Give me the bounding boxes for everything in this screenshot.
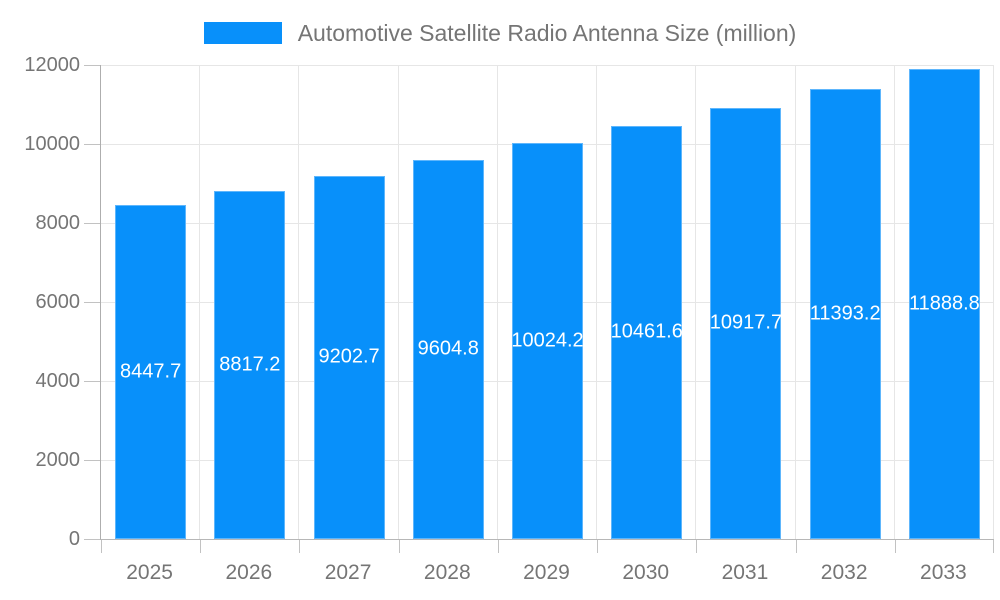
bar-value-label: 10917.7 <box>710 311 782 334</box>
y-axis-tick-label: 4000 <box>35 370 81 392</box>
x-axis-tick-label: 2030 <box>622 561 670 584</box>
x-axis-tick-label: 2029 <box>523 561 570 584</box>
x-axis-tick-label: 2031 <box>721 561 769 584</box>
x-gridline <box>397 65 399 539</box>
x-gridline <box>695 65 697 539</box>
y-axis-tick-label: 12000 <box>24 54 80 76</box>
bar-value-label: 8447.7 <box>120 360 182 383</box>
x-axis-tick <box>993 540 994 553</box>
y-axis-tick-label: 0 <box>68 528 80 550</box>
x-gridline <box>199 65 201 539</box>
bar-value-label: 10024.2 <box>512 329 583 352</box>
x-axis-tick-label: 2033 <box>920 561 967 584</box>
y-axis-tick <box>84 223 100 224</box>
y-axis-tick <box>84 539 100 540</box>
x-axis-tick-label: 2027 <box>324 561 372 584</box>
y-axis-tick <box>84 381 100 382</box>
y-axis-tick <box>84 460 100 461</box>
x-axis-tick-label: 2032 <box>820 561 868 584</box>
bar-value-label: 9202.7 <box>318 345 380 368</box>
x-gridline <box>496 65 498 539</box>
x-axis-tick <box>894 540 896 553</box>
bar[interactable]: 9202.7 <box>313 175 385 539</box>
bar[interactable]: 10024.2 <box>512 143 583 539</box>
bar[interactable]: 8447.7 <box>115 205 187 539</box>
y-axis-tick-label: 6000 <box>35 291 81 313</box>
bar-value-label: 9604.8 <box>417 337 479 360</box>
x-axis-tick <box>299 540 301 553</box>
x-gridline <box>893 65 895 539</box>
x-axis-tick-label: 2025 <box>126 561 173 584</box>
x-gridline <box>794 65 796 539</box>
bar[interactable]: 11888.8 <box>908 69 980 539</box>
chart-legend[interactable]: Automotive Satellite Radio Antenna Size … <box>0 16 1000 50</box>
bar[interactable]: 9604.8 <box>412 159 484 539</box>
y-axis-tick <box>84 144 100 145</box>
x-axis-tick <box>696 540 698 553</box>
y-axis-tick <box>84 65 100 66</box>
plot-area: 8447.7 8817.2 9202.7 9604.8 10024.2 10461.6 10… <box>84 65 994 553</box>
bar[interactable]: 11393.2 <box>809 88 881 539</box>
bar-value-label: 10461.6 <box>611 320 683 343</box>
x-axis-tick <box>497 540 499 553</box>
bar[interactable]: 10917.7 <box>710 107 782 539</box>
bar[interactable]: 8817.2 <box>214 190 286 539</box>
legend-label: Automotive Satellite Radio Antenna Size … <box>297 20 797 46</box>
x-gridline <box>298 65 300 539</box>
x-axis-tick <box>200 540 202 553</box>
x-gridline <box>993 65 994 539</box>
y-axis-tick-label: 8000 <box>35 212 81 234</box>
legend-swatch-icon <box>203 22 282 44</box>
y-gridline <box>101 65 994 66</box>
x-axis-tick-label: 2028 <box>423 561 471 584</box>
x-axis-tick <box>597 540 599 553</box>
x-axis-tick-label: 2026 <box>225 561 273 584</box>
bar-value-label: 11393.2 <box>809 302 881 325</box>
x-axis-tick <box>398 540 400 553</box>
bar[interactable]: 10461.6 <box>611 125 683 539</box>
bar-value-label: 8817.2 <box>219 353 281 376</box>
x-axis-tick <box>795 540 797 553</box>
bar-value-label: 11888.8 <box>908 292 980 315</box>
y-axis-tick-label: 2000 <box>35 449 81 471</box>
x-gridline <box>596 65 598 539</box>
x-axis-tick <box>101 540 102 553</box>
y-axis-tick-label: 10000 <box>24 133 80 155</box>
y-axis-tick <box>84 302 100 303</box>
